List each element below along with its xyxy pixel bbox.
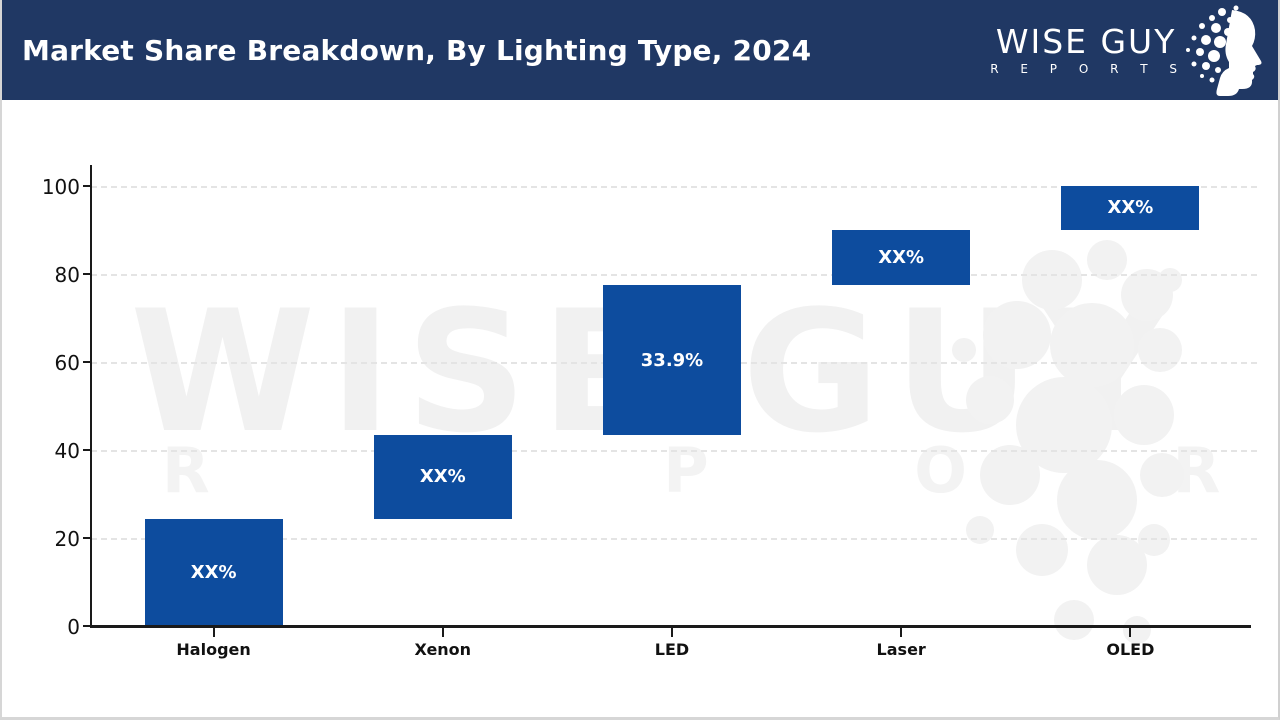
bar-halogen: XX% [144,519,283,626]
wise-guy-reports-logo: WISE GUY R E P O R T S [986,4,1268,96]
gridline-20 [91,538,1257,540]
watermark-head-icon [952,240,1184,644]
logo-subtitle: R E P O R T S [990,61,1186,76]
x-category-label: OLED [1106,640,1155,659]
x-axis-tick [441,628,444,637]
x-category-label: Laser [876,640,926,659]
bar-value-label: XX% [878,246,925,268]
x-axis-tick [900,628,903,637]
bar-value-label: XX% [190,562,237,584]
bar-xenon: XX% [373,434,512,520]
dotted-head-icon [1186,5,1262,96]
x-category-label: Halogen [176,640,251,659]
logo-text: WISE GUY R E P O R T S [986,25,1186,76]
y-axis-line [90,165,92,628]
bar-oled: XX% [1061,186,1200,230]
x-axis-tick [212,628,215,637]
y-axis-tick [83,361,91,363]
y-tick-label: 60 [54,351,80,375]
bar-led: 33.9% [603,285,741,435]
bar-value-label: XX% [419,466,466,488]
bar-value-label: 33.9% [640,349,704,371]
y-tick-label: 100 [41,175,80,199]
bar-laser: XX% [832,229,971,286]
y-tick-label: 20 [54,527,80,551]
x-category-label: LED [654,640,690,659]
logo-wordmark: WISE GUY [995,21,1177,61]
chart-title: Market Share Breakdown, By Lighting Type… [22,33,812,67]
bar-value-label: XX% [1107,197,1154,219]
y-tick-label: 80 [54,263,80,287]
waterfall-chart: WISE GUY R E P O R T S 020406080100XX%Ha… [2,100,1278,717]
x-axis-line [90,625,1251,628]
x-category-label: Xenon [414,640,472,659]
header-bar: Market Share Breakdown, By Lighting Type… [2,0,1278,100]
y-tick-label: 40 [54,439,80,463]
y-axis-tick [83,273,91,275]
y-axis-tick [83,537,91,539]
y-axis-tick [83,185,91,187]
gridline-80 [91,274,1257,276]
y-axis-tick [83,625,91,627]
x-axis-tick [1129,628,1132,637]
y-tick-label: 0 [67,615,80,639]
y-axis-tick [83,449,91,451]
x-axis-tick [671,628,673,637]
gridline-100 [91,186,1257,188]
gridline-40 [91,450,1257,452]
